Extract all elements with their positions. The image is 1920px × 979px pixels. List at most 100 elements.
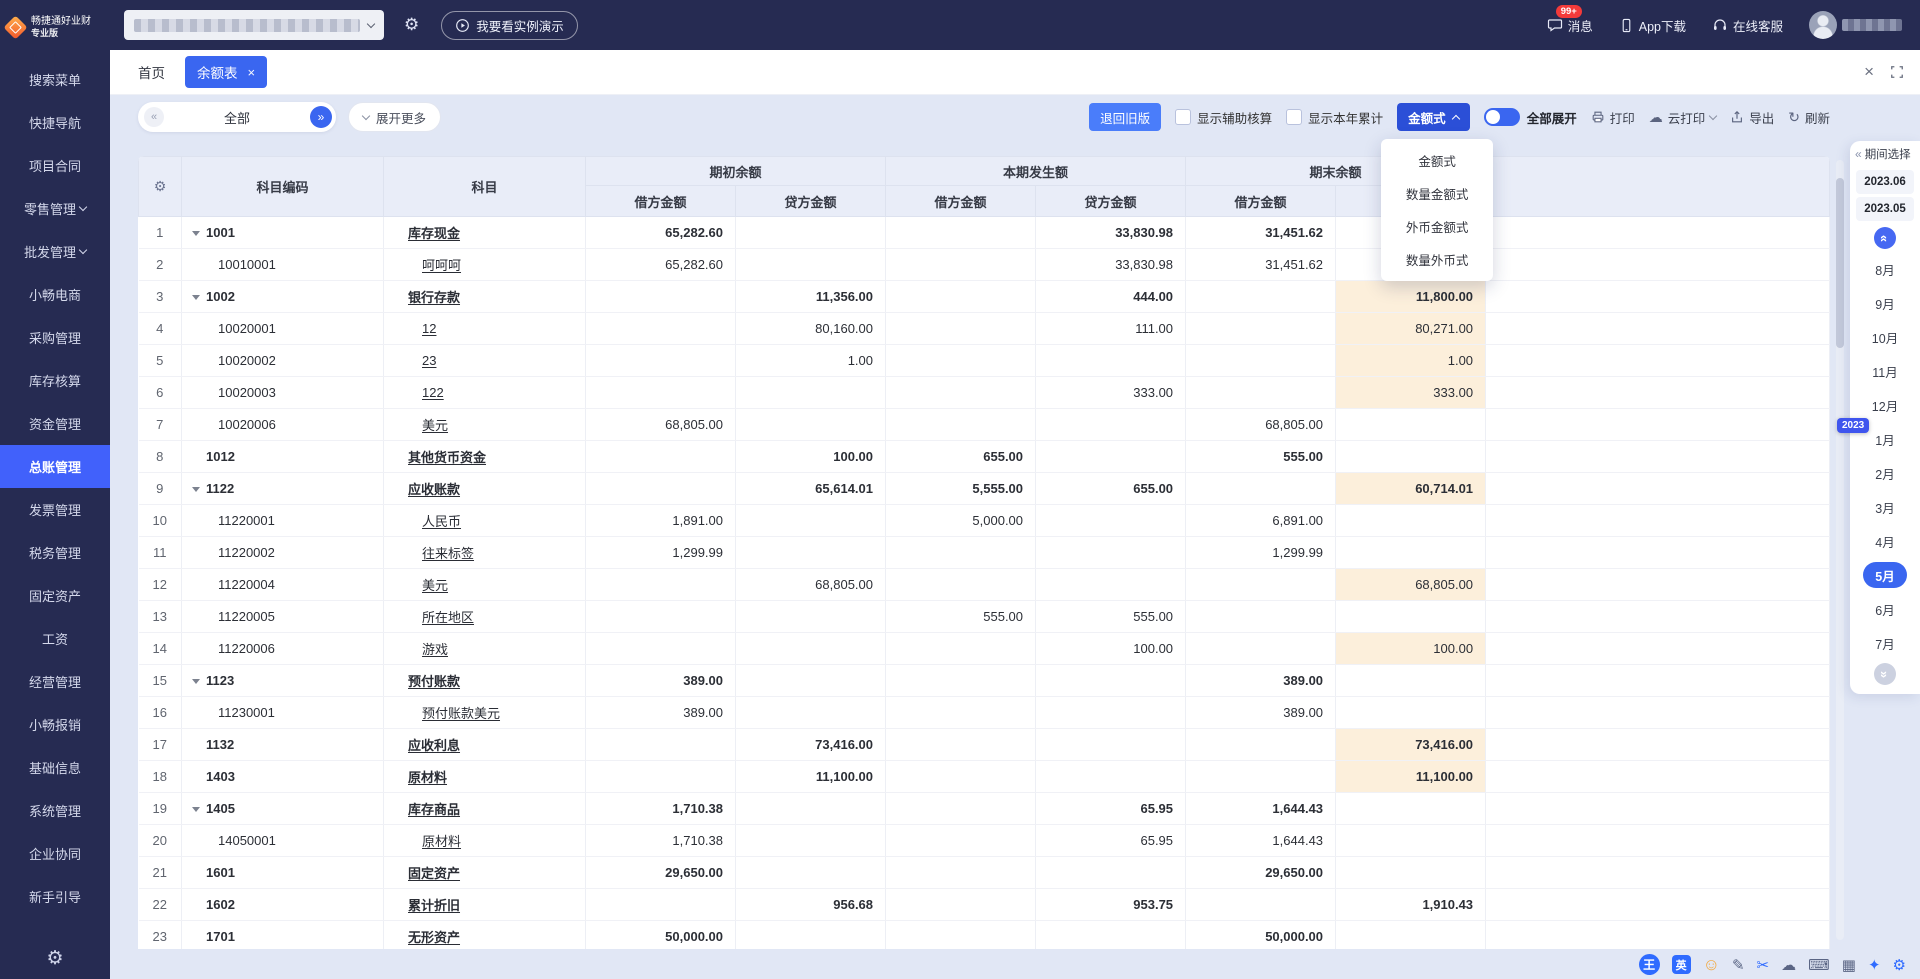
user-menu[interactable]: [1809, 11, 1902, 39]
cloud-sync-icon[interactable]: ☁: [1781, 956, 1797, 974]
month-item-10月[interactable]: 10月: [1871, 331, 1899, 346]
account-name-link[interactable]: 原材料: [422, 834, 462, 849]
ime-chinese-icon[interactable]: 王: [1638, 954, 1660, 975]
range-go-icon[interactable]: »: [310, 106, 332, 128]
sidebar-item-小畅电商[interactable]: 小畅电商: [0, 273, 110, 316]
scroll-months-down-button[interactable]: »: [1874, 663, 1896, 685]
account-name-link[interactable]: 银行存款: [408, 290, 461, 305]
table-row[interactable]: 5 10020002 23 1.00 1.00: [138, 344, 1830, 377]
sidebar-item-搜索菜单[interactable]: 搜索菜单: [0, 58, 110, 101]
keyboard-icon[interactable]: ⌨: [1808, 956, 1830, 974]
month-item-8月[interactable]: 8月: [1875, 263, 1895, 278]
toggle-switch[interactable]: [1483, 108, 1520, 126]
export-button[interactable]: 导出: [1730, 108, 1774, 127]
table-settings-gear-icon[interactable]: ⚙: [153, 178, 167, 194]
month-item-3月[interactable]: 3月: [1875, 501, 1895, 516]
account-name-link[interactable]: 固定资产: [408, 866, 461, 881]
expand-all-toggle[interactable]: 全部展开: [1483, 108, 1577, 127]
sidebar-item-采购管理[interactable]: 采购管理: [0, 316, 110, 359]
sidebar-item-总账管理[interactable]: 总账管理: [0, 445, 110, 488]
account-set-selector[interactable]: [124, 10, 384, 40]
ime-settings-gear-icon[interactable]: ⚙: [1892, 956, 1906, 974]
month-item-1月[interactable]: 1月: [1875, 433, 1895, 448]
table-row[interactable]: 19 1405 库存商品 1,710.38 65.95 1,644.43: [138, 792, 1830, 825]
expand-triangle-icon[interactable]: [192, 807, 200, 813]
sidebar-item-工资[interactable]: 工资: [0, 617, 110, 660]
table-row[interactable]: 18 1403 原材料 11,100.00 11,100.00: [138, 760, 1830, 793]
sidebar-item-系统管理[interactable]: 系统管理: [0, 789, 110, 832]
account-name-link[interactable]: 所在地区: [422, 610, 475, 625]
table-row[interactable]: 2 10010001 呵呵呵 65,282.60 33,830.98 31,451.62: [138, 248, 1830, 281]
emoji-icon[interactable]: ☺: [1702, 954, 1720, 974]
account-name-link[interactable]: 23: [422, 353, 437, 368]
table-row[interactable]: 3 1002 银行存款 11,356.00 444.00 11,800.00: [138, 280, 1830, 313]
handwriting-pen-icon[interactable]: ✎: [1731, 956, 1745, 974]
month-item-11月[interactable]: 11月: [1872, 365, 1898, 380]
account-name-link[interactable]: 美元: [422, 418, 449, 433]
ime-english-icon[interactable]: 英: [1671, 955, 1691, 974]
table-row[interactable]: 4 10020001 12 80,160.00 111.00 80,271.00: [138, 312, 1830, 345]
table-row[interactable]: 12 11220004 美元 68,805.00 68,805.00: [138, 568, 1830, 601]
account-range-selector[interactable]: « 全部 »: [138, 102, 336, 132]
month-item-9月[interactable]: 9月: [1875, 297, 1895, 312]
expand-triangle-icon[interactable]: [192, 679, 200, 685]
format-dropdown-button[interactable]: 金额式: [1397, 103, 1470, 131]
sidebar-item-发票管理[interactable]: 发票管理: [0, 488, 110, 531]
table-row[interactable]: 9 1122 应收账款 65,614.01 5,555.00 655.00 60,714.0…: [138, 472, 1830, 505]
sidebar-item-快捷导航[interactable]: 快捷导航: [0, 101, 110, 144]
cloud-print-button[interactable]: ☁ 云打印: [1649, 108, 1718, 127]
show-aux-checkbox[interactable]: 显示辅助核算: [1175, 108, 1272, 127]
table-row[interactable]: 1 1001 库存现金 65,282.60 33,830.98 31,451.62: [138, 216, 1830, 249]
table-row[interactable]: 11 11220002 往来标签 1,299.99 1,299.99: [138, 536, 1830, 569]
close-all-tabs-icon[interactable]: ×: [1864, 62, 1874, 81]
month-item-6月[interactable]: 6月: [1875, 603, 1895, 618]
account-name-link[interactable]: 游戏: [422, 642, 449, 657]
account-name-link[interactable]: 应收账款: [408, 482, 461, 497]
format-menu-item-外币金额式[interactable]: 外币金额式: [1405, 221, 1469, 235]
table-row[interactable]: 21 1601 固定资产 29,650.00 29,650.00: [138, 856, 1830, 889]
app-download-button[interactable]: App下载: [1619, 16, 1686, 35]
month-item-7月[interactable]: 7月: [1875, 637, 1895, 652]
toolbox-grid-icon[interactable]: ▦: [1841, 956, 1856, 974]
checkbox-icon[interactable]: [1175, 109, 1192, 125]
month-item-2月[interactable]: 2月: [1875, 467, 1895, 482]
sidebar-item-批发管理[interactable]: 批发管理: [0, 230, 110, 273]
sidebar-item-固定资产[interactable]: 固定资产: [0, 574, 110, 617]
sidebar-item-经营管理[interactable]: 经营管理: [0, 660, 110, 703]
format-menu-item-数量金额式[interactable]: 数量金额式: [1405, 188, 1469, 202]
scroll-months-up-button[interactable]: «: [1874, 227, 1896, 249]
account-name-link[interactable]: 无形资产: [408, 930, 461, 945]
checkbox-icon[interactable]: [1286, 109, 1303, 125]
account-name-link[interactable]: 122: [422, 385, 444, 400]
table-row[interactable]: 13 11220005 所在地区 555.00 555.00: [138, 600, 1830, 633]
print-button[interactable]: 打印: [1591, 108, 1635, 127]
collapse-panel-icon[interactable]: «: [1855, 147, 1862, 161]
account-name-link[interactable]: 呵呵呵: [422, 258, 462, 273]
account-name-link[interactable]: 预付账款美元: [422, 706, 501, 721]
expand-more-button[interactable]: 展开更多: [348, 102, 442, 132]
table-row[interactable]: 10 11220001 人民币 1,891.00 5,000.00 6,891.00: [138, 504, 1830, 537]
table-row[interactable]: 17 1132 应收利息 73,416.00 73,416.00: [138, 728, 1830, 761]
recent-period-item[interactable]: 2023.06: [1856, 170, 1914, 194]
account-name-link[interactable]: 库存现金: [408, 226, 461, 241]
month-item-4月[interactable]: 4月: [1875, 535, 1895, 550]
sidebar-item-新手引导[interactable]: 新手引导: [0, 875, 110, 918]
demo-button[interactable]: 我要看实例演示: [441, 10, 578, 40]
account-name-link[interactable]: 库存商品: [408, 802, 461, 817]
table-row[interactable]: 15 1123 预付账款 389.00 389.00: [138, 664, 1830, 697]
sidebar-item-库存核算[interactable]: 库存核算: [0, 359, 110, 402]
table-row[interactable]: 22 1602 累计折旧 956.68 953.75 1,910.43: [138, 888, 1830, 921]
sidebar-item-零售管理[interactable]: 零售管理: [0, 187, 110, 230]
account-name-link[interactable]: 人民币: [422, 514, 462, 529]
skin-star-icon[interactable]: ✦: [1867, 956, 1881, 974]
account-name-link[interactable]: 应收利息: [408, 738, 461, 753]
sidebar-item-税务管理[interactable]: 税务管理: [0, 531, 110, 574]
sidebar-item-资金管理[interactable]: 资金管理: [0, 402, 110, 445]
sidebar-item-项目合同[interactable]: 项目合同: [0, 144, 110, 187]
format-menu-item-金额式[interactable]: 金额式: [1418, 155, 1456, 169]
table-row[interactable]: 8 1012 其他货币资金 100.00 655.00 555.00: [138, 440, 1830, 473]
account-name-link[interactable]: 预付账款: [408, 674, 461, 689]
online-support-button[interactable]: 在线客服: [1712, 16, 1783, 35]
month-item-5月[interactable]: 5月: [1850, 558, 1920, 592]
show-ytd-checkbox[interactable]: 显示本年累计: [1286, 108, 1383, 127]
